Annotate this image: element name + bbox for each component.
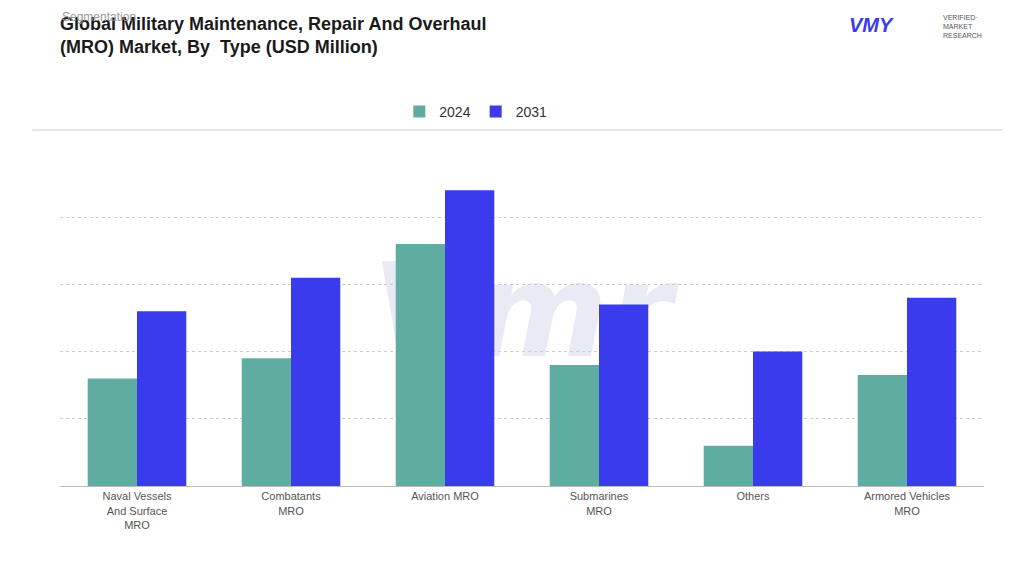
svg-text:SubmarinesMRO: SubmarinesMRO bbox=[570, 490, 629, 516]
svg-text:Armored VehiclesMRO: Armored VehiclesMRO bbox=[864, 490, 951, 516]
svg-text:Naval VesselsAnd SurfaceMRO: Naval VesselsAnd SurfaceMRO bbox=[102, 490, 172, 531]
svg-text:Others: Others bbox=[736, 490, 770, 502]
svg-text:Global Military Maintenance, R: Global Military Maintenance, Repair And … bbox=[60, 14, 486, 57]
svg-text:2031: 2031 bbox=[516, 104, 547, 120]
svg-text:VMY: VMY bbox=[849, 14, 894, 36]
svg-text:CombatantsMRO: CombatantsMRO bbox=[261, 490, 321, 516]
svg-text:Segmentation: Segmentation bbox=[62, 10, 136, 24]
svg-text:Aviation MRO: Aviation MRO bbox=[411, 490, 479, 502]
svg-text:VERIFIED·MARKETRESEARCH: VERIFIED·MARKETRESEARCH bbox=[943, 14, 982, 39]
svg-text:2024: 2024 bbox=[439, 104, 470, 120]
html-text:Vmr: Vmr bbox=[371, 235, 673, 388]
